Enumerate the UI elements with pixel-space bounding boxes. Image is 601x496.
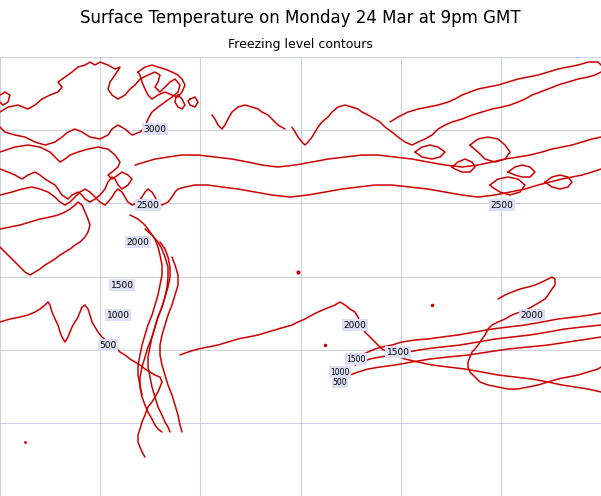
Text: 3000: 3000 xyxy=(144,124,166,133)
Text: 2500: 2500 xyxy=(136,200,159,209)
Text: 2000: 2000 xyxy=(127,238,150,247)
Text: 500: 500 xyxy=(333,377,347,386)
Text: 1500: 1500 xyxy=(386,348,409,357)
Text: 2000: 2000 xyxy=(520,310,543,319)
Text: 1000: 1000 xyxy=(331,368,350,376)
Text: 2000: 2000 xyxy=(344,320,367,329)
Text: 500: 500 xyxy=(99,341,117,350)
Text: 2500: 2500 xyxy=(490,200,513,209)
Text: 1500: 1500 xyxy=(111,281,133,290)
Text: 1500: 1500 xyxy=(346,355,365,364)
Text: 1000: 1000 xyxy=(106,310,129,319)
Text: Freezing level contours: Freezing level contours xyxy=(228,38,373,51)
Text: Surface Temperature on Monday 24 Mar at 9pm GMT: Surface Temperature on Monday 24 Mar at … xyxy=(80,9,521,27)
